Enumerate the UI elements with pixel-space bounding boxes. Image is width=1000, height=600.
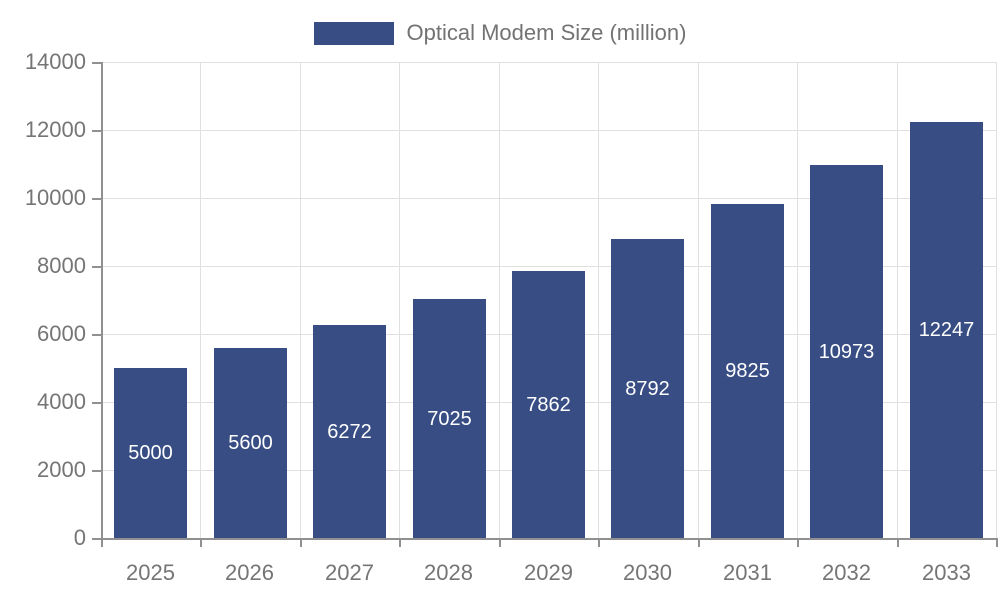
gridline-horizontal [101, 198, 996, 199]
x-axis-tick-label: 2033 [922, 560, 971, 585]
x-axis-tick-label: 2025 [126, 560, 175, 585]
y-axis-tick [92, 198, 101, 200]
x-axis-tick [698, 538, 700, 547]
y-axis-tick-label: 10000 [24, 185, 86, 210]
gridline-horizontal [101, 130, 996, 131]
bar[interactable]: 9825 [711, 204, 784, 538]
bar[interactable]: 5000 [114, 368, 187, 538]
bar[interactable]: 10973 [810, 165, 883, 538]
bar-value-label: 9825 [725, 360, 770, 382]
legend-label[interactable]: Optical Modem Size (million) [406, 20, 687, 45]
x-axis-tick-label: 2026 [225, 560, 274, 585]
bar[interactable]: 8792 [611, 239, 684, 538]
bar-value-label: 6272 [327, 420, 372, 443]
y-axis-tick-label: 12000 [24, 117, 86, 142]
bar-value-label: 5600 [228, 432, 273, 454]
x-axis-tick-label: 2032 [822, 560, 871, 585]
x-axis-tick [797, 538, 799, 547]
gridline-vertical [499, 62, 500, 538]
y-axis-tick [92, 334, 101, 336]
x-axis-tick-label: 2028 [424, 560, 473, 585]
bar[interactable]: 6272 [313, 325, 386, 538]
gridline-vertical [698, 62, 699, 538]
gridline-horizontal [101, 266, 996, 267]
y-axis-tick [92, 62, 101, 64]
x-axis-tick [101, 538, 103, 547]
gridline-vertical [996, 62, 997, 538]
legend: Optical Modem Size (million) [0, 20, 1000, 46]
y-axis-tick-label: 0 [73, 525, 86, 550]
y-axis-line [101, 62, 103, 540]
y-axis-tick [92, 538, 101, 540]
gridline-horizontal [101, 62, 996, 63]
bar-value-label: 5000 [128, 442, 173, 464]
x-axis-tick-label: 2027 [325, 560, 374, 585]
y-axis-tick [92, 470, 101, 472]
gridline-vertical [598, 62, 599, 538]
x-axis-tick [399, 538, 401, 547]
y-axis-tick-label: 8000 [37, 253, 86, 278]
y-axis-tick-label: 6000 [37, 321, 86, 346]
bar-value-label: 10973 [818, 340, 875, 363]
bar-value-label: 7025 [427, 407, 472, 430]
bar[interactable]: 12247 [910, 122, 983, 538]
gridline-vertical [897, 62, 898, 538]
y-axis-tick [92, 130, 101, 132]
bar-value-label: 8792 [625, 377, 670, 400]
gridline-vertical [399, 62, 400, 538]
gridline-vertical [797, 62, 798, 538]
y-axis-tick [92, 266, 101, 268]
bar-value-label: 7862 [526, 393, 571, 416]
x-axis-tick [996, 538, 998, 547]
x-axis-tick-label: 2030 [623, 560, 672, 585]
bar[interactable]: 5600 [214, 348, 287, 538]
x-axis-tick [897, 538, 899, 547]
gridline-vertical [300, 62, 301, 538]
x-axis-tick [598, 538, 600, 547]
x-axis-tick-label: 2031 [723, 560, 772, 585]
bar[interactable]: 7025 [413, 299, 486, 538]
bar-value-label: 12247 [918, 319, 975, 341]
legend-swatch-icon[interactable] [313, 21, 394, 45]
y-axis-tick-label: 14000 [24, 49, 86, 74]
y-axis-tick-label: 2000 [37, 457, 86, 482]
gridline-vertical [200, 62, 201, 538]
y-axis-tick-label: 4000 [37, 389, 86, 414]
y-axis-tick [92, 402, 101, 404]
bar[interactable]: 7862 [512, 271, 585, 538]
x-axis-tick [499, 538, 501, 547]
x-axis-tick [300, 538, 302, 547]
x-axis-line [101, 538, 997, 540]
x-axis-tick [200, 538, 202, 547]
x-axis-tick-label: 2029 [524, 560, 573, 585]
